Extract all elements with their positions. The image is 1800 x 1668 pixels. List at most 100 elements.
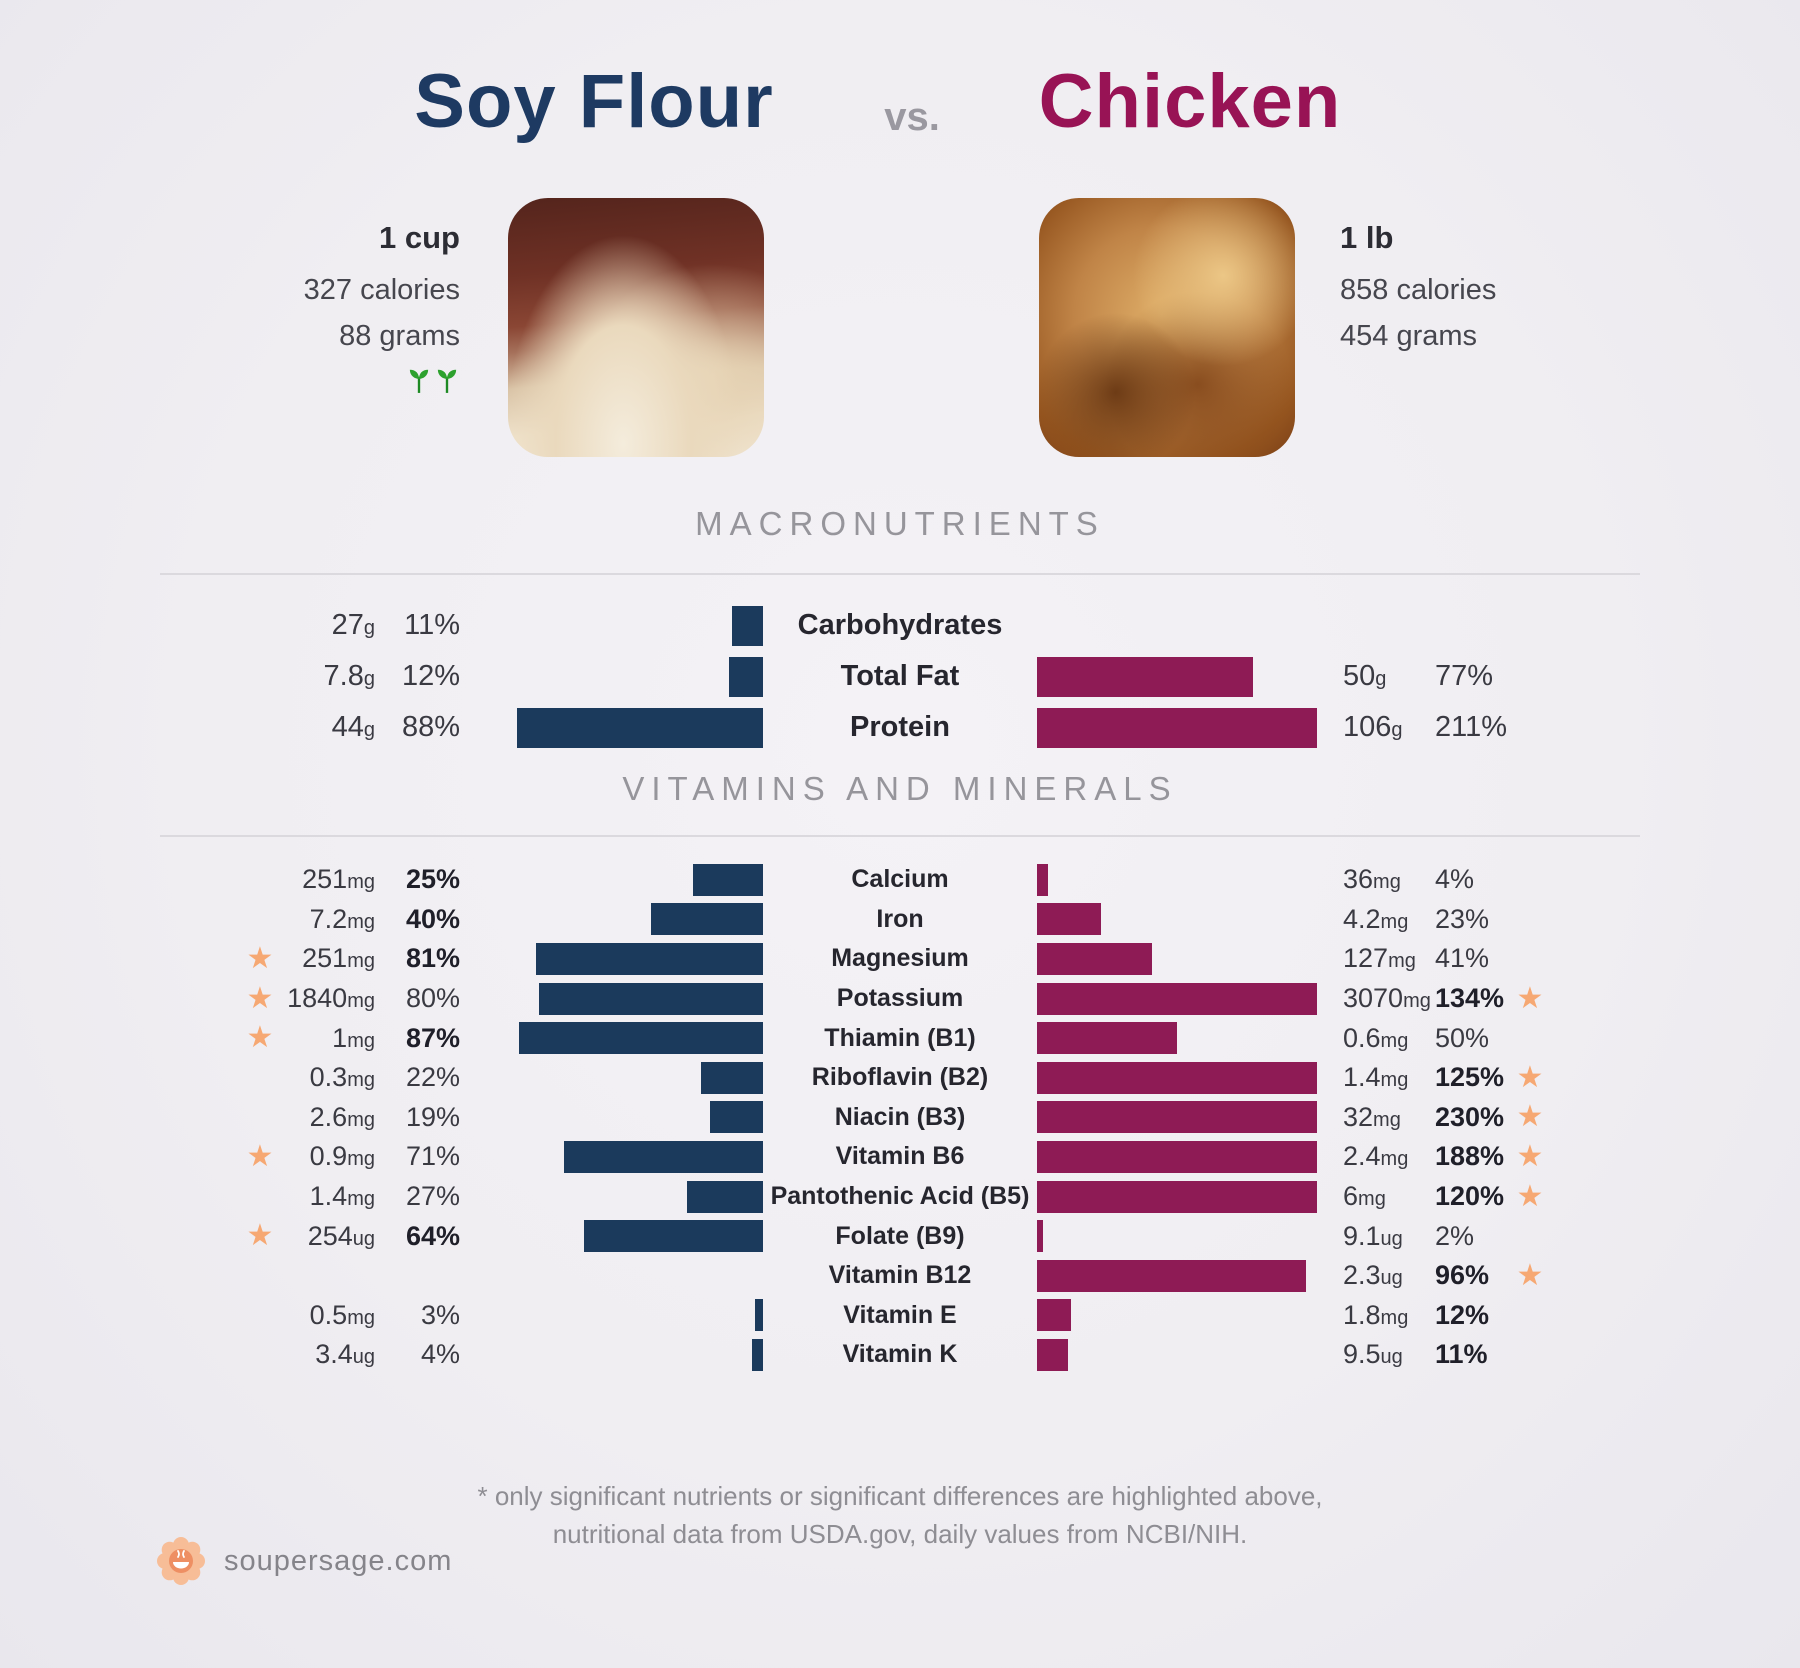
chicken-bar (1037, 1061, 1317, 1094)
chicken-bar (1037, 1022, 1177, 1055)
soy-flour-bar (754, 1299, 763, 1332)
nutrient-label: Vitamin E (843, 1300, 957, 1329)
star-icon: ★ (1516, 1178, 1544, 1214)
star-icon: ★ (246, 1218, 274, 1254)
star-icon: ★ (246, 980, 274, 1016)
vegan-sprout-icons (180, 366, 460, 394)
star-icon: ★ (1516, 1099, 1544, 1135)
soy-flour-photo (508, 198, 764, 457)
soy-flour-bar (687, 1180, 763, 1213)
soy-flour-bar (651, 903, 763, 936)
nutrient-label: Vitamin B12 (828, 1261, 972, 1290)
chicken-bar (1037, 1220, 1043, 1253)
nutrient-label: Pantothenic Acid (B5) (770, 1182, 1030, 1211)
right-weight: 454 grams (1340, 320, 1478, 352)
nutrient-label: Folate (B9) (835, 1221, 965, 1250)
chicken-bar (1037, 903, 1102, 936)
brand: soupersage.com (156, 1536, 452, 1586)
nutrient-label: Thiamin (B1) (824, 1023, 976, 1052)
soy-flour-bar (519, 1022, 763, 1055)
soy-flour-bar (693, 863, 763, 896)
left-serving-size: 1 cup (379, 220, 460, 255)
nutrient-label: Potassium (836, 984, 964, 1013)
soy-flour-bar (751, 1338, 763, 1371)
chicken-bar (1037, 1101, 1317, 1134)
sprout-icon (409, 369, 429, 393)
vs-label: vs. (884, 95, 940, 139)
nutrient-label: Magnesium (831, 944, 969, 973)
nutrient-label: Niacin (B3) (834, 1102, 966, 1131)
star-icon: ★ (246, 940, 274, 976)
nutrient-label: Riboflavin (B2) (811, 1063, 989, 1092)
sprout-icon (437, 369, 457, 393)
right-food-title: Chicken (1038, 59, 1342, 144)
chicken-bar (1037, 1140, 1317, 1173)
chicken-photo (1039, 198, 1295, 457)
divider (160, 835, 1640, 837)
soy-flour-bar (729, 656, 763, 697)
chicken-bar (1037, 1299, 1071, 1332)
chicken-bar (1037, 942, 1152, 975)
macro-row-protein: ★ 44g 88% Protein 106g 211% ★ (0, 702, 1800, 753)
soupersage-logo-icon (157, 1537, 205, 1585)
divider (160, 573, 1640, 575)
star-icon: ★ (246, 1020, 274, 1056)
chicken-bar (1037, 1259, 1306, 1292)
star-icon: ★ (246, 1138, 274, 1174)
macro-row-carbohydrates: ★ 27g 11% Carbohydrates ★ (0, 600, 1800, 651)
soy-flour-bar (709, 1101, 763, 1134)
nutrient-label: Carbohydrates (797, 609, 1003, 641)
site-url: soupersage.com (224, 1544, 453, 1577)
soy-flour-bar (536, 942, 763, 975)
nutrient-label: Iron (876, 904, 924, 933)
soy-flour-bar (539, 982, 763, 1015)
chicken-bar (1037, 863, 1049, 896)
right-serving-size: 1 lb (1340, 220, 1394, 255)
nutrient-row-vitamin-b6: ★ 0.9mg 71% Vitamin B6 2.4mg 188% ★ (0, 1137, 1800, 1177)
left-serving-info: 1 cup 327 calories 88 grams (180, 220, 460, 407)
chicken-bar (1037, 707, 1317, 748)
nutrient-label: Vitamin K (842, 1340, 958, 1369)
vitamins-heading: VITAMINS AND MINERALS (622, 770, 1178, 807)
nutrient-label: Total Fat (840, 660, 960, 692)
star-icon: ★ (1516, 980, 1544, 1016)
nutrient-label: Calcium (851, 865, 949, 894)
star-icon: ★ (1516, 1257, 1544, 1293)
nutrient-label: Vitamin B6 (835, 1142, 965, 1171)
nutrient-label: Protein (850, 711, 950, 743)
soy-flour-bar (732, 605, 763, 646)
macronutrients-heading: MACRONUTRIENTS (695, 505, 1105, 542)
soy-flour-bar (701, 1061, 763, 1094)
chicken-bar (1037, 656, 1253, 697)
macronutrients-chart: ★ 27g 11% Carbohydrates ★ ★ 7.8g 12% Tot… (0, 600, 1800, 753)
chicken-bar (1037, 1338, 1068, 1371)
left-weight: 88 grams (339, 320, 460, 352)
footnote: * only significant nutrients or signific… (477, 1481, 1323, 1549)
right-calories: 858 calories (1340, 274, 1497, 306)
left-calories: 327 calories (303, 274, 460, 306)
nutrient-row-potassium: ★ 1840mg 80% Potassium 3070mg 134% ★ (0, 979, 1800, 1019)
chicken-bar (1037, 982, 1317, 1015)
star-icon: ★ (1516, 1059, 1544, 1095)
soy-flour-bar (564, 1140, 763, 1173)
macro-row-total-fat: ★ 7.8g 12% Total Fat 50g 77% ★ (0, 651, 1800, 702)
left-food-title: Soy Flour (414, 59, 774, 144)
chicken-bar (1037, 1180, 1317, 1213)
soy-flour-bar (583, 1220, 763, 1253)
star-icon: ★ (1516, 1138, 1544, 1174)
soy-flour-bar (516, 707, 763, 748)
right-serving-info: 1 lb 858 calories 454 grams (1340, 220, 1640, 366)
